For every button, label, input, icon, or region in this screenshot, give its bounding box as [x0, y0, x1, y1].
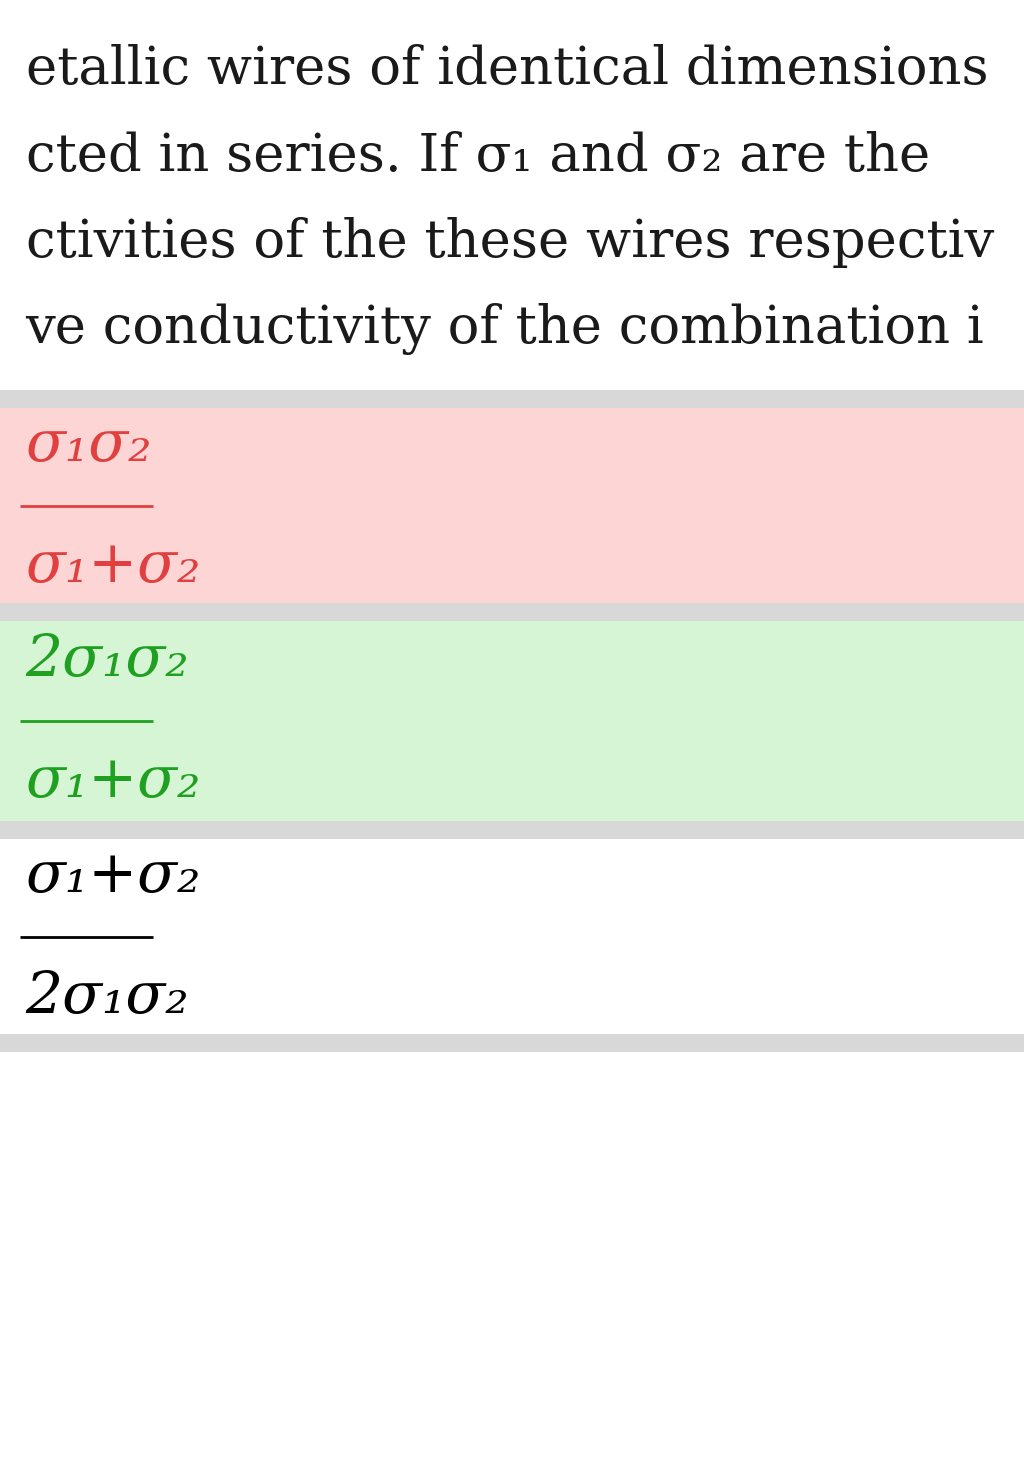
Text: 2σ₁σ₂: 2σ₁σ₂	[26, 632, 189, 689]
Bar	[0, 838, 1024, 1034]
Bar	[0, 408, 1024, 603]
Text: etallic wires of identical dimensions: etallic wires of identical dimensions	[26, 44, 988, 95]
Text: ctivities of the the​se wires respectiv: ctivities of the the​se wires respectiv	[26, 217, 994, 268]
Text: σ₁+σ₂: σ₁+σ₂	[26, 849, 201, 904]
Text: 2σ₁σ₂: 2σ₁σ₂	[26, 969, 189, 1026]
Bar	[0, 1034, 1024, 1052]
Bar	[0, 620, 1024, 821]
Text: cted in series. If σ₁ and σ₂ are the: cted in series. If σ₁ and σ₂ are the	[26, 130, 930, 181]
Bar	[0, 603, 1024, 620]
Bar	[0, 391, 1024, 408]
Bar	[0, 821, 1024, 838]
Text: ve conductivity of the combination i: ve conductivity of the combination i	[26, 303, 984, 356]
Text: σ₁+σ₂: σ₁+σ₂	[26, 753, 201, 809]
Text: σ₁+σ₂: σ₁+σ₂	[26, 538, 201, 594]
Text: σ₁σ₂: σ₁σ₂	[26, 417, 153, 474]
